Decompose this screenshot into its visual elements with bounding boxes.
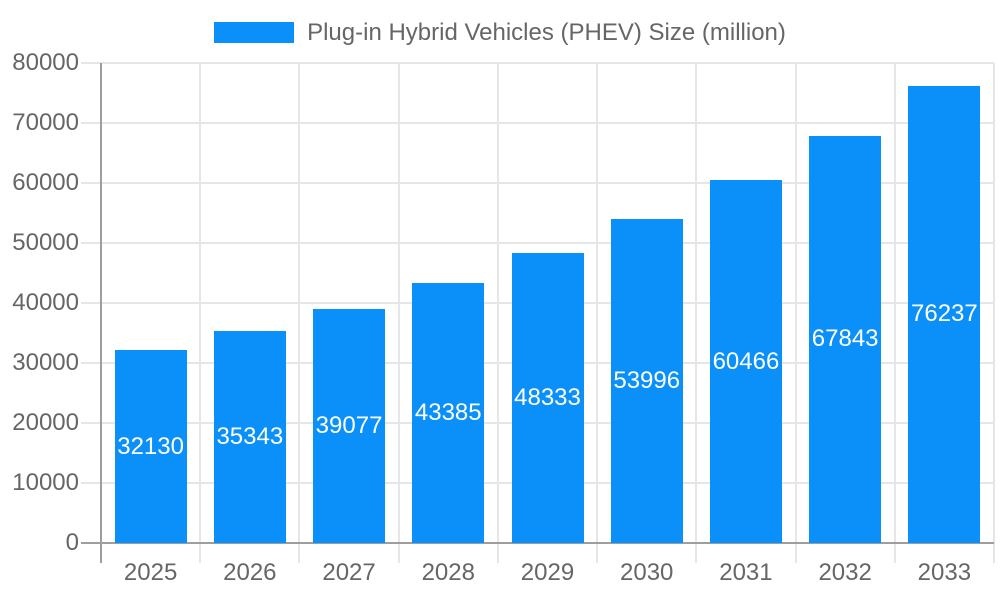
y-axis-label-50000: 50000	[12, 229, 79, 256]
y-axis-label-20000: 20000	[12, 409, 79, 436]
legend-item-phev[interactable]: Plug-in Hybrid Vehicles (PHEV) Size (mil…	[0, 18, 1000, 46]
bar-2026[interactable]	[213, 330, 286, 543]
x-axis-label-2029: 2029	[520, 559, 575, 586]
x-gridline-3	[397, 63, 400, 563]
y-gridline-70000	[81, 122, 994, 124]
x-gridline-2	[298, 63, 301, 563]
y-axis-line	[100, 63, 102, 563]
y-axis-label-80000: 80000	[12, 49, 79, 76]
bar-2033[interactable]	[908, 85, 981, 543]
x-gridline-6	[695, 63, 698, 563]
bar-2029[interactable]	[511, 253, 584, 543]
x-axis-label-2027: 2027	[322, 559, 376, 586]
x-gridline-0	[100, 63, 102, 563]
x-axis-label-2025: 2025	[123, 559, 178, 586]
x-axis-label-2026: 2026	[223, 559, 277, 586]
x-axis-label-2030: 2030	[620, 559, 674, 586]
y-axis-label-40000: 40000	[12, 289, 79, 316]
bar-2030[interactable]	[610, 219, 683, 543]
legend-label: Plug-in Hybrid Vehicles (PHEV) Size (mil…	[307, 18, 786, 46]
x-gridline-8	[893, 63, 896, 563]
x-gridline-9	[993, 63, 995, 563]
bar-2025[interactable]	[114, 350, 187, 543]
y-axis-label-60000: 60000	[12, 169, 79, 196]
x-axis-label-2031: 2031	[719, 559, 773, 586]
x-gridline-1	[199, 63, 202, 563]
y-axis-label-0: 0	[65, 529, 79, 556]
legend-marker-swatch	[214, 22, 295, 43]
bar-2027[interactable]	[313, 308, 386, 543]
y-gridline-80000	[81, 62, 994, 64]
bar-2028[interactable]	[412, 282, 485, 543]
x-axis-label-2033: 2033	[917, 559, 972, 586]
x-gridline-4	[496, 63, 499, 563]
x-gridline-7	[794, 63, 797, 563]
y-axis-label-70000: 70000	[12, 109, 79, 136]
x-gridline-5	[596, 63, 599, 563]
y-axis-label-30000: 30000	[12, 349, 79, 376]
bar-2031[interactable]	[709, 180, 782, 543]
y-axis-label-10000: 10000	[12, 469, 79, 496]
bar-2032[interactable]	[809, 135, 882, 543]
x-axis-label-2032: 2032	[818, 559, 872, 586]
x-axis-label-2028: 2028	[421, 559, 475, 586]
